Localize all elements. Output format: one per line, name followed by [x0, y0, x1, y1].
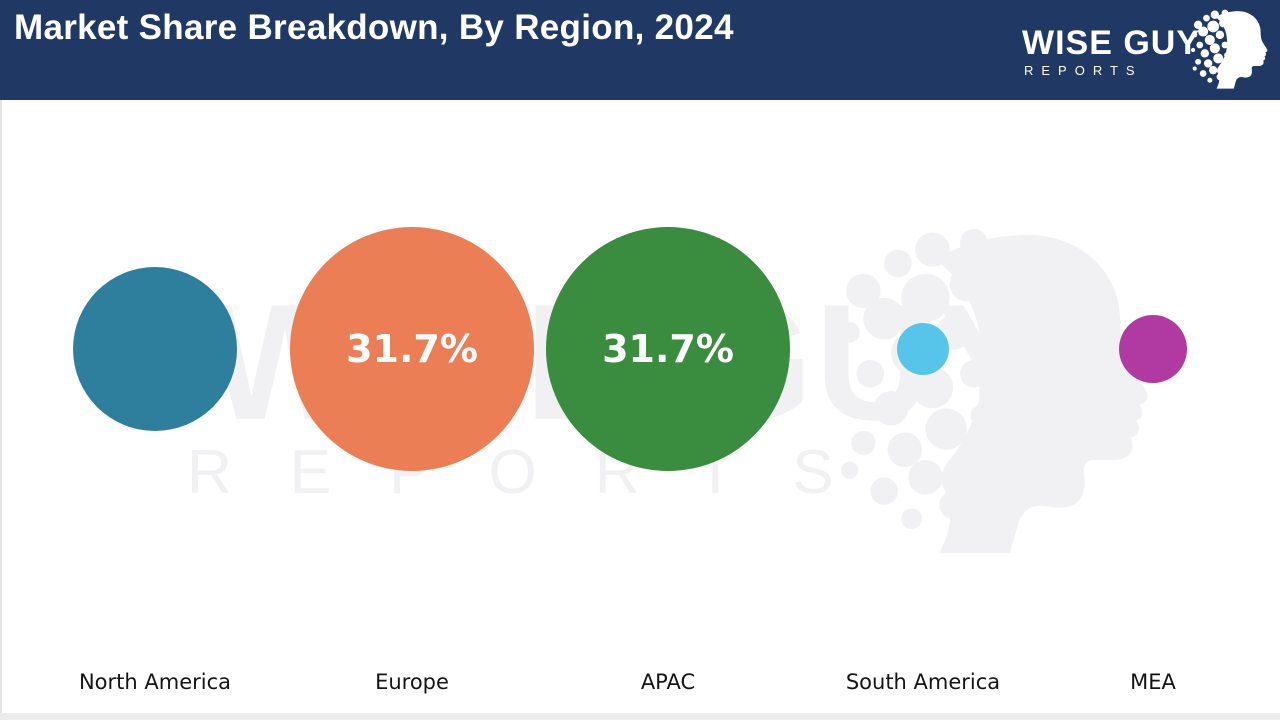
wise-guy-reports-logo: WISE GUY REPORTS	[1022, 6, 1272, 96]
logo-wordmark: WISE GUY	[1022, 24, 1201, 62]
watermark-face-icon	[822, 222, 1167, 567]
logo-face-icon	[1188, 8, 1272, 92]
region-label-apac: APAC	[640, 670, 696, 694]
page-title: Market Share Breakdown, By Region, 2024	[14, 8, 734, 47]
bubble-mea	[1119, 315, 1187, 383]
chart-area: WISE GUY REPORTS 31.7% 31.7% North Ameri…	[0, 100, 1280, 713]
header-bar: Market Share Breakdown, By Region, 2024 …	[0, 0, 1280, 100]
bubble-value-label: 31.7%	[346, 327, 478, 371]
region-label-south-america: South America	[845, 670, 1001, 694]
bubble-value-label: 31.7%	[602, 327, 734, 371]
logo-text: WISE GUY REPORTS	[1022, 26, 1200, 77]
bubble-europe: 31.7%	[290, 227, 534, 471]
region-label-north-america: North America	[78, 670, 232, 694]
watermark-subtitle: REPORTS	[187, 438, 892, 507]
bubble-apac: 31.7%	[546, 227, 790, 471]
bubble-north-america	[73, 267, 237, 431]
region-label-europe: Europe	[375, 670, 449, 694]
logo-subtitle: REPORTS	[1024, 63, 1143, 78]
bubble-south-america	[897, 323, 949, 375]
region-label-mea: MEA	[1130, 670, 1176, 694]
bottom-divider	[0, 713, 1280, 720]
